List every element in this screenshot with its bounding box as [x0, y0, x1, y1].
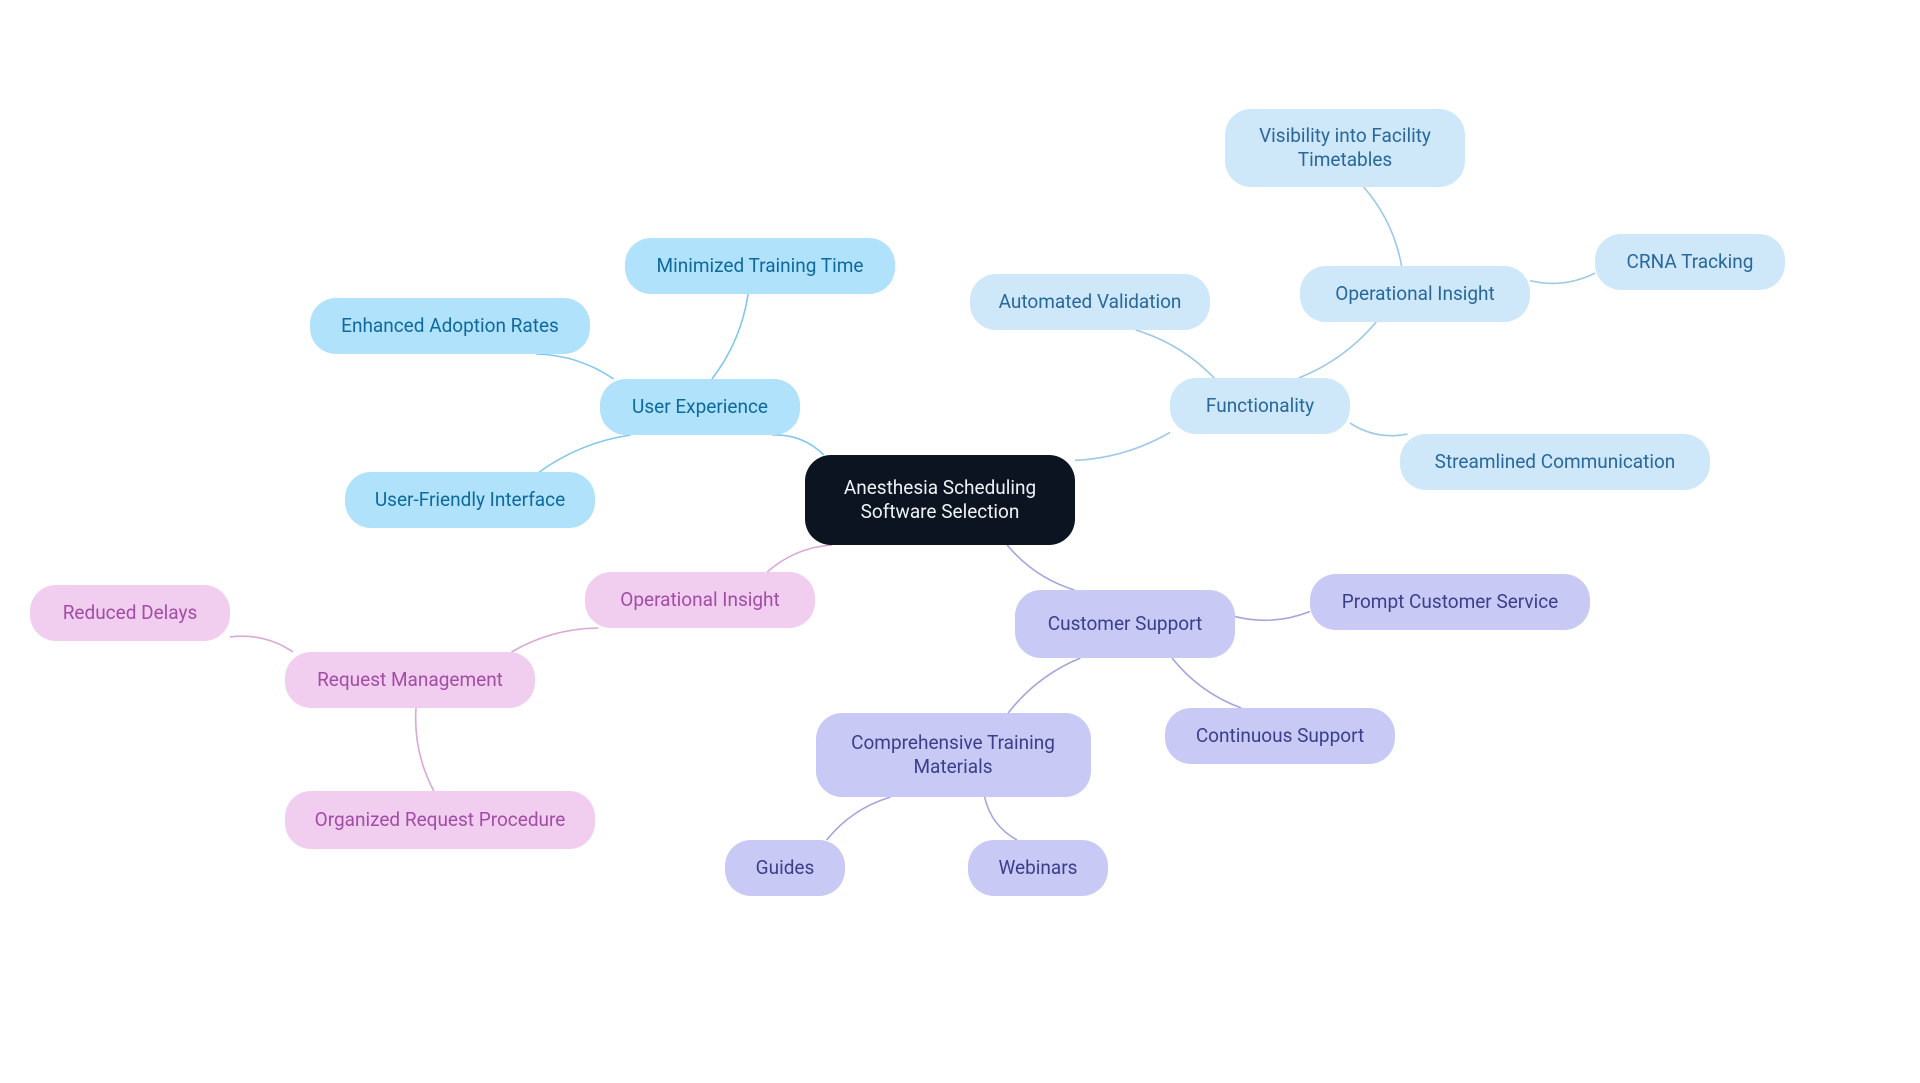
node-center: Anesthesia Scheduling Software Selection	[805, 455, 1075, 545]
edge	[985, 797, 1017, 840]
node-func_crna: CRNA Tracking	[1595, 234, 1785, 290]
edge	[772, 435, 824, 455]
edge	[1007, 545, 1074, 590]
node-func_vis: Visibility into Facility Timetables	[1225, 109, 1465, 187]
node-label: Request Management	[317, 668, 503, 692]
node-opi_req: Request Management	[285, 652, 535, 708]
edge	[1530, 273, 1595, 283]
node-label: Customer Support	[1048, 612, 1202, 636]
node-func_auto: Automated Validation	[970, 274, 1210, 330]
node-label: Visibility into Facility Timetables	[1259, 124, 1431, 172]
edge	[230, 636, 293, 652]
edge	[1172, 658, 1241, 708]
edge	[512, 628, 599, 652]
node-label: Organized Request Procedure	[315, 808, 566, 832]
edge	[1075, 432, 1170, 460]
node-label: Guides	[756, 856, 815, 880]
node-label: Anesthesia Scheduling Software Selection	[844, 476, 1036, 524]
node-label: Minimized Training Time	[657, 254, 864, 278]
edge	[1299, 322, 1377, 378]
node-label: User Experience	[632, 395, 768, 419]
edge	[712, 294, 748, 379]
node-label: User-Friendly Interface	[375, 488, 565, 512]
edge	[1364, 187, 1402, 266]
node-label: Continuous Support	[1196, 724, 1364, 748]
node-func_op: Operational Insight	[1300, 266, 1530, 322]
node-ux: User Experience	[600, 379, 800, 435]
edge	[767, 545, 832, 572]
node-opi_delay: Reduced Delays	[30, 585, 230, 641]
edge	[536, 354, 613, 379]
node-func_comm: Streamlined Communication	[1400, 434, 1710, 490]
edge	[1350, 423, 1408, 436]
node-label: Functionality	[1206, 394, 1314, 418]
node-ux_train: Minimized Training Time	[625, 238, 895, 294]
node-label: Streamlined Communication	[1435, 450, 1676, 474]
node-cs_cont: Continuous Support	[1165, 708, 1395, 764]
node-func: Functionality	[1170, 378, 1350, 434]
edge	[539, 435, 631, 472]
node-label: Enhanced Adoption Rates	[341, 314, 559, 338]
node-label: Webinars	[998, 856, 1077, 880]
node-label: Prompt Customer Service	[1342, 590, 1559, 614]
edge	[1008, 658, 1080, 713]
node-ux_adopt: Enhanced Adoption Rates	[310, 298, 590, 354]
node-opi: Operational Insight	[585, 572, 815, 628]
edge	[827, 797, 891, 840]
node-cs_prompt: Prompt Customer Service	[1310, 574, 1590, 630]
node-label: Operational Insight	[620, 588, 780, 612]
node-opi_org: Organized Request Procedure	[285, 791, 595, 849]
edge	[1235, 611, 1310, 620]
node-label: CRNA Tracking	[1627, 250, 1754, 274]
node-label: Operational Insight	[1335, 282, 1495, 306]
node-ux_ui: User-Friendly Interface	[345, 472, 595, 528]
edge	[1136, 330, 1214, 378]
edge	[416, 708, 434, 791]
node-cs_web: Webinars	[968, 840, 1108, 896]
node-cs: Customer Support	[1015, 590, 1235, 658]
node-label: Reduced Delays	[63, 601, 198, 625]
node-label: Comprehensive Training Materials	[851, 731, 1055, 779]
node-cs_guides: Guides	[725, 840, 845, 896]
node-cs_train: Comprehensive Training Materials	[816, 713, 1091, 797]
node-label: Automated Validation	[999, 290, 1182, 314]
